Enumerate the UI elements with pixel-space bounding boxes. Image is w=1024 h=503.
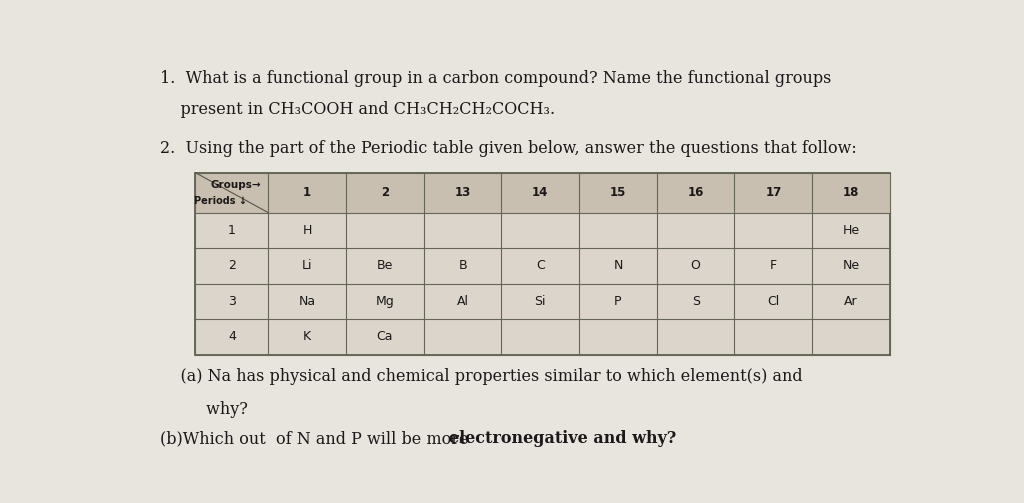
Text: He: He: [843, 224, 859, 237]
Text: Groups→: Groups→: [210, 180, 261, 190]
Bar: [196, 173, 890, 355]
Text: 1: 1: [228, 224, 236, 237]
Text: present in CH₃COOH and CH₃CH₂CH₂COCH₃.: present in CH₃COOH and CH₃CH₂CH₂COCH₃.: [160, 101, 555, 118]
Text: B: B: [459, 260, 467, 273]
Text: Ca: Ca: [377, 330, 393, 344]
Text: Na: Na: [299, 295, 315, 308]
Text: 4: 4: [228, 330, 236, 344]
Text: 17: 17: [765, 186, 781, 199]
Text: 2: 2: [381, 186, 389, 199]
Text: C: C: [536, 260, 545, 273]
Text: Cl: Cl: [767, 295, 779, 308]
Text: 2: 2: [228, 260, 236, 273]
Text: 13: 13: [455, 186, 471, 199]
Text: Ar: Ar: [844, 295, 858, 308]
Bar: [196, 173, 890, 213]
Text: Si: Si: [535, 295, 546, 308]
Text: K: K: [303, 330, 311, 344]
Text: Mg: Mg: [376, 295, 394, 308]
Text: Be: Be: [377, 260, 393, 273]
Text: why?: why?: [160, 401, 248, 418]
Text: Li: Li: [302, 260, 312, 273]
Text: (a) Na has physical and chemical properties similar to which element(s) and: (a) Na has physical and chemical propert…: [160, 368, 803, 385]
Text: 14: 14: [532, 186, 549, 199]
Text: (b)Which out  of N and P will be more: (b)Which out of N and P will be more: [160, 430, 473, 447]
Text: H: H: [302, 224, 312, 237]
Text: O: O: [691, 260, 700, 273]
Text: 16: 16: [687, 186, 703, 199]
Text: F: F: [770, 260, 777, 273]
Text: 15: 15: [609, 186, 626, 199]
Text: Ne: Ne: [843, 260, 859, 273]
Text: electronegative and why?: electronegative and why?: [450, 430, 677, 447]
Text: 1.  What is a functional group in a carbon compound? Name the functional groups: 1. What is a functional group in a carbo…: [160, 70, 831, 87]
Text: 3: 3: [228, 295, 236, 308]
Text: S: S: [691, 295, 699, 308]
Text: 2.  Using the part of the Periodic table given below, answer the questions that : 2. Using the part of the Periodic table …: [160, 140, 856, 157]
Text: 18: 18: [843, 186, 859, 199]
Text: Al: Al: [457, 295, 469, 308]
Text: N: N: [613, 260, 623, 273]
Text: P: P: [614, 295, 622, 308]
Text: Periods ↓: Periods ↓: [195, 196, 248, 206]
Text: 1: 1: [303, 186, 311, 199]
